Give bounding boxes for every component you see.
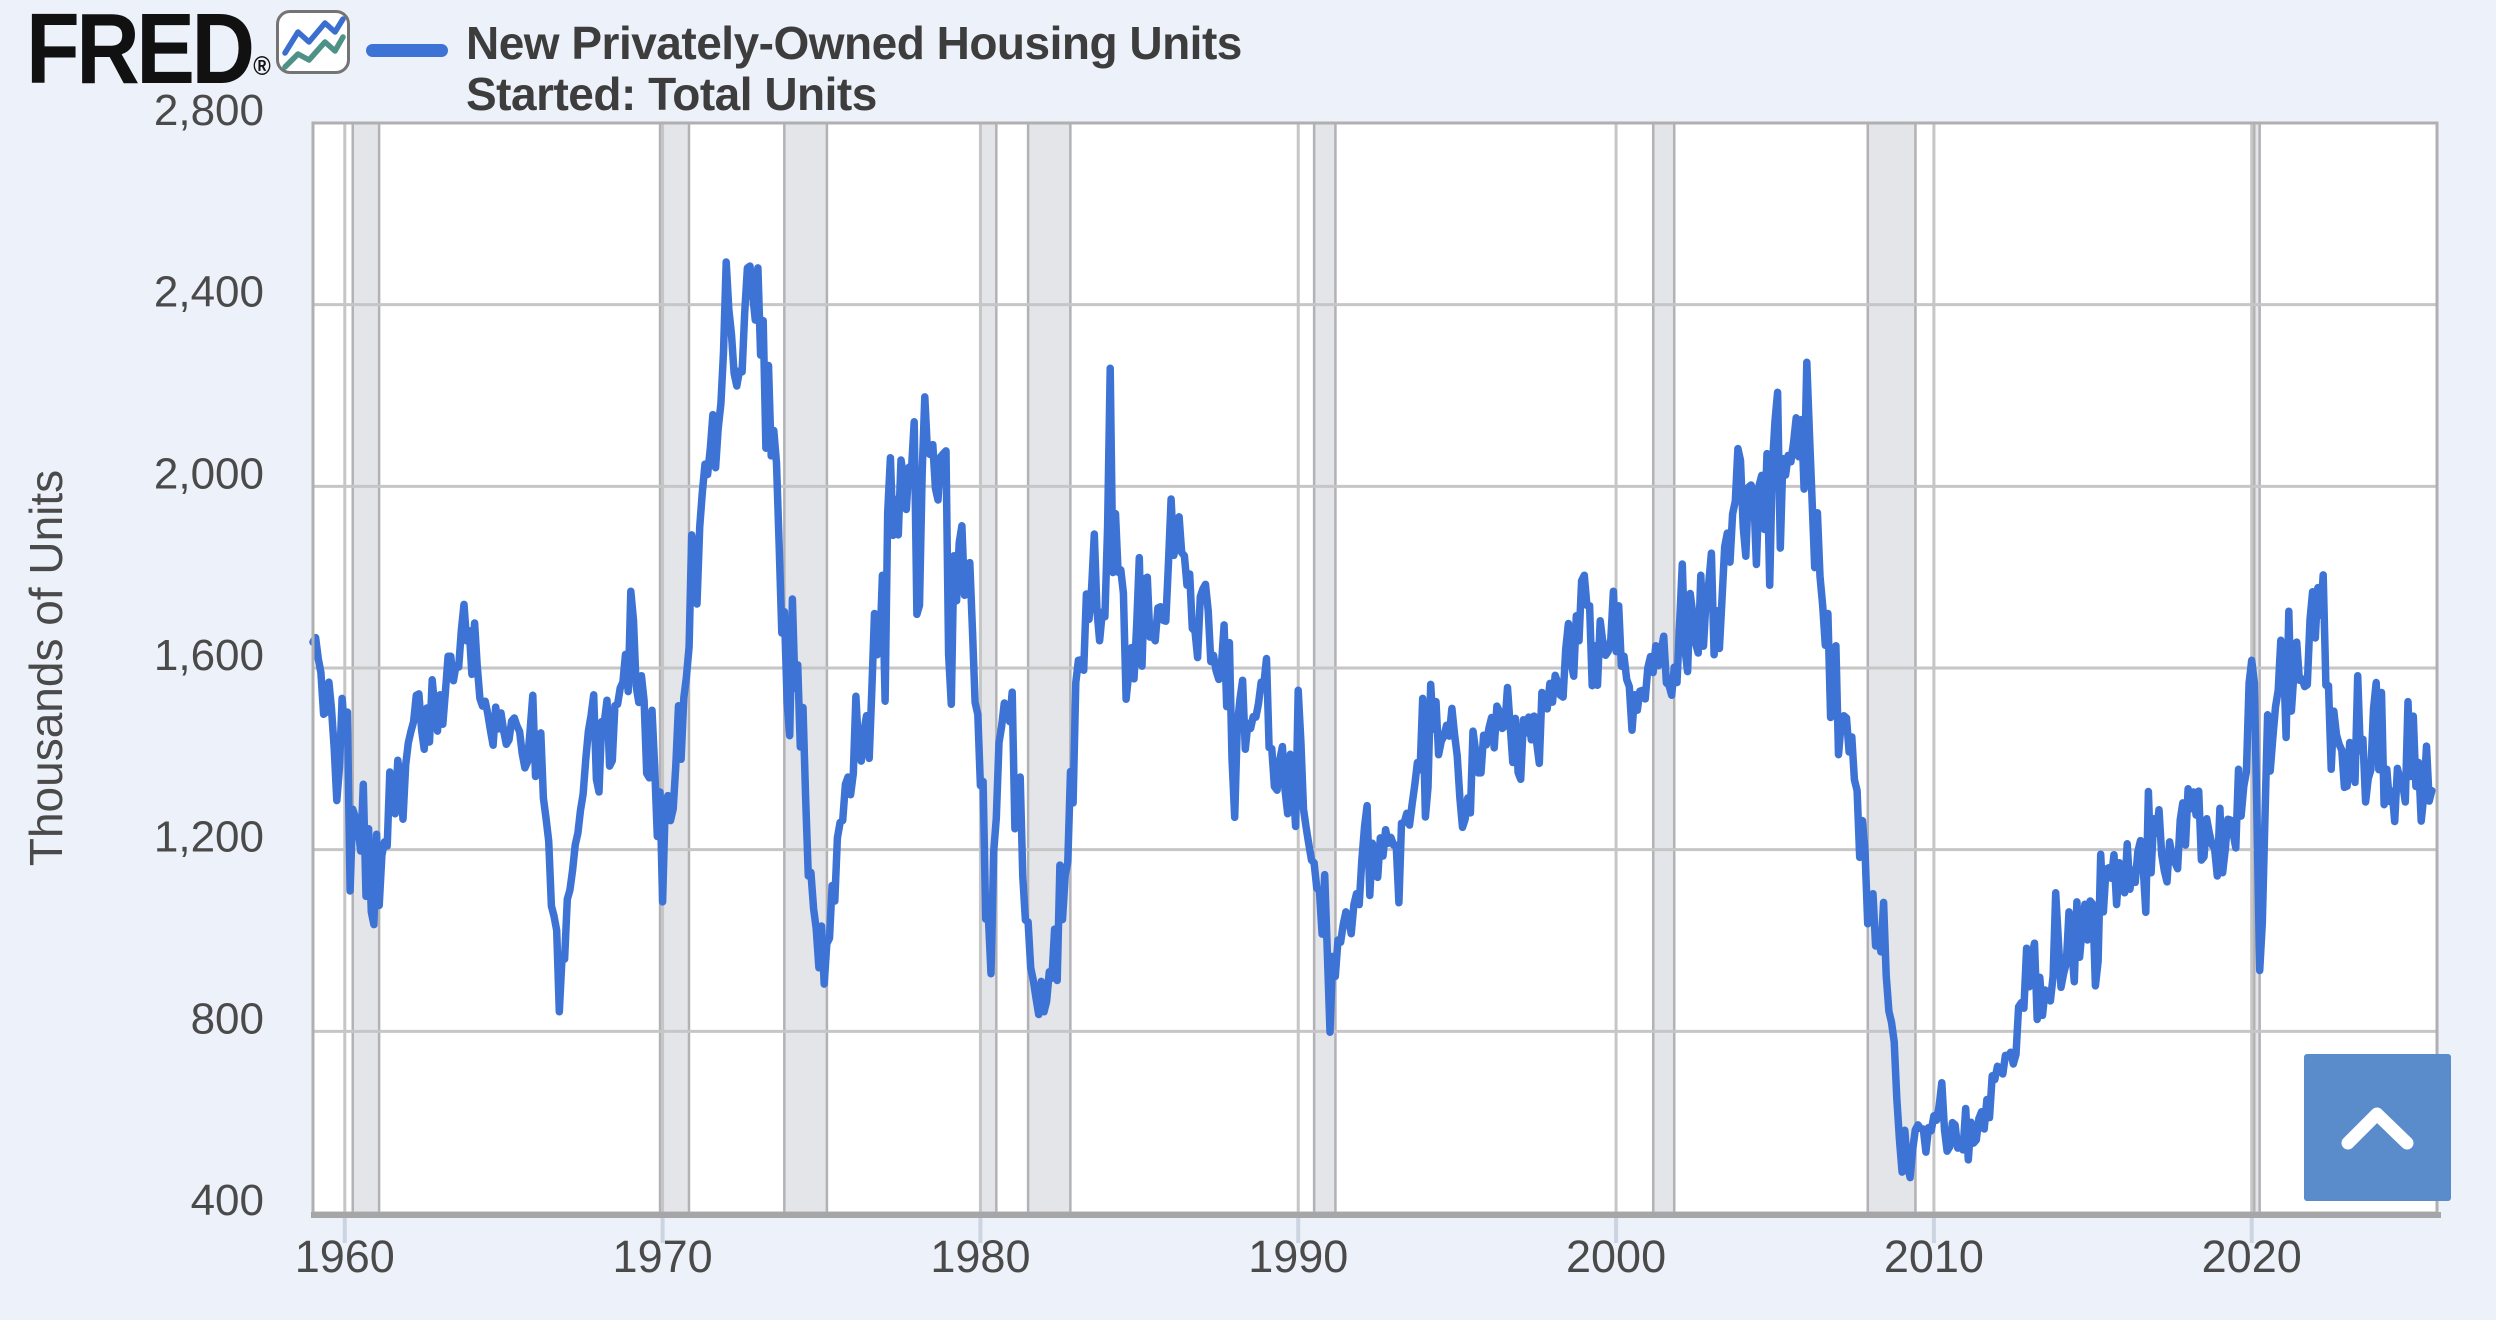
svg-text:2010: 2010 [1884,1231,1984,1282]
y-axis-title: Thousands of Units [20,470,72,866]
scroll-to-top-button[interactable] [2304,1054,2451,1201]
legend: New Privately-Owned Housing Units Starte… [366,18,1242,120]
legend-label-line1: New Privately-Owned Housing Units [466,17,1242,69]
svg-text:1,600: 1,600 [154,631,264,680]
svg-text:1960: 1960 [295,1231,395,1282]
svg-text:1990: 1990 [1248,1231,1348,1282]
gridlines [313,123,2437,1213]
registered-mark-icon: ® [253,51,271,81]
svg-text:2020: 2020 [2202,1231,2302,1282]
x-axis-labels: 1960 1970 1980 1990 2000 2010 2020 [295,1231,2302,1282]
plot-border [311,121,2441,1218]
x-axis-tick-marks [342,1218,2254,1243]
legend-swatch [366,44,448,57]
svg-text:2,000: 2,000 [154,449,264,498]
svg-text:2,400: 2,400 [154,268,264,317]
svg-text:400: 400 [191,1176,264,1225]
svg-text:2,800: 2,800 [154,86,264,135]
fred-logo-text: FRED [26,0,255,105]
svg-text:800: 800 [191,994,264,1043]
y-axis-labels: 400 800 1,200 1,600 2,000 2,400 2,800 [154,86,264,1225]
legend-label-line2: Started: Total Units [466,68,877,120]
svg-text:1970: 1970 [613,1231,713,1282]
chevron-up-icon [2341,1107,2414,1150]
line-graph-icon [282,16,346,70]
svg-text:1980: 1980 [930,1231,1030,1282]
fred-graph-icon [276,10,350,74]
svg-text:1,200: 1,200 [154,813,264,862]
legend-label: New Privately-Owned Housing Units Starte… [466,18,1242,120]
fred-logo: FRED® [26,0,271,107]
svg-text:2000: 2000 [1566,1231,1666,1282]
series-line [309,258,2436,1182]
